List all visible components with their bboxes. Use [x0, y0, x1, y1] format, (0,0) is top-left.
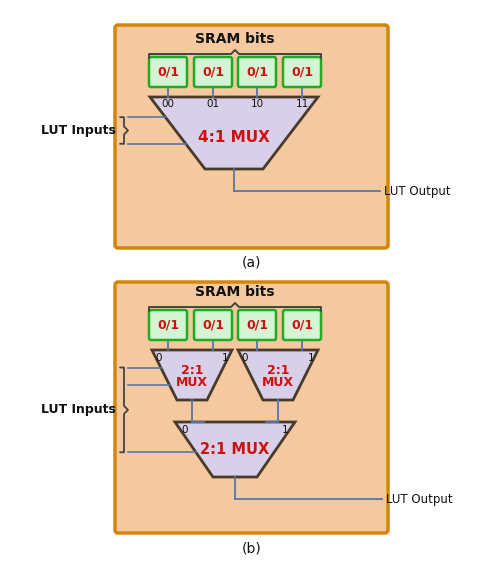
- FancyBboxPatch shape: [149, 57, 187, 87]
- Text: 0/1: 0/1: [246, 319, 268, 332]
- Text: LUT Output: LUT Output: [384, 184, 451, 197]
- FancyBboxPatch shape: [115, 282, 388, 533]
- Text: LUT Inputs: LUT Inputs: [41, 404, 116, 416]
- Polygon shape: [152, 350, 232, 400]
- Text: 10: 10: [250, 99, 263, 109]
- FancyBboxPatch shape: [149, 310, 187, 340]
- Text: (b): (b): [242, 541, 261, 555]
- FancyBboxPatch shape: [283, 57, 321, 87]
- Text: 2:1: 2:1: [267, 364, 289, 377]
- Text: 11: 11: [296, 99, 309, 109]
- Text: MUX: MUX: [262, 375, 294, 388]
- Text: MUX: MUX: [176, 375, 208, 388]
- Polygon shape: [238, 350, 318, 400]
- FancyBboxPatch shape: [283, 310, 321, 340]
- Text: 0/1: 0/1: [202, 66, 224, 79]
- Text: 1: 1: [308, 353, 314, 363]
- Text: SRAM bits: SRAM bits: [195, 32, 275, 46]
- FancyBboxPatch shape: [194, 57, 232, 87]
- FancyBboxPatch shape: [238, 310, 276, 340]
- Text: 0/1: 0/1: [202, 319, 224, 332]
- Text: LUT Inputs: LUT Inputs: [41, 124, 116, 137]
- FancyBboxPatch shape: [238, 57, 276, 87]
- Text: 00: 00: [162, 99, 175, 109]
- Text: 0/1: 0/1: [157, 319, 179, 332]
- Polygon shape: [150, 97, 318, 169]
- Text: 0: 0: [156, 353, 162, 363]
- FancyBboxPatch shape: [115, 25, 388, 248]
- Text: 1: 1: [282, 425, 288, 435]
- Text: 2:1 MUX: 2:1 MUX: [200, 442, 270, 457]
- Text: 0: 0: [182, 425, 188, 435]
- Text: 4:1 MUX: 4:1 MUX: [198, 129, 270, 144]
- Polygon shape: [175, 422, 295, 477]
- Text: 0: 0: [242, 353, 248, 363]
- Text: 0/1: 0/1: [291, 319, 313, 332]
- Text: 0/1: 0/1: [246, 66, 268, 79]
- Text: 1: 1: [222, 353, 228, 363]
- Text: 01: 01: [206, 99, 220, 109]
- Text: 2:1: 2:1: [181, 364, 203, 377]
- FancyBboxPatch shape: [194, 310, 232, 340]
- Text: 0/1: 0/1: [291, 66, 313, 79]
- Text: LUT Output: LUT Output: [386, 492, 453, 505]
- Text: 0/1: 0/1: [157, 66, 179, 79]
- Text: SRAM bits: SRAM bits: [195, 285, 275, 299]
- Text: (a): (a): [242, 256, 261, 270]
